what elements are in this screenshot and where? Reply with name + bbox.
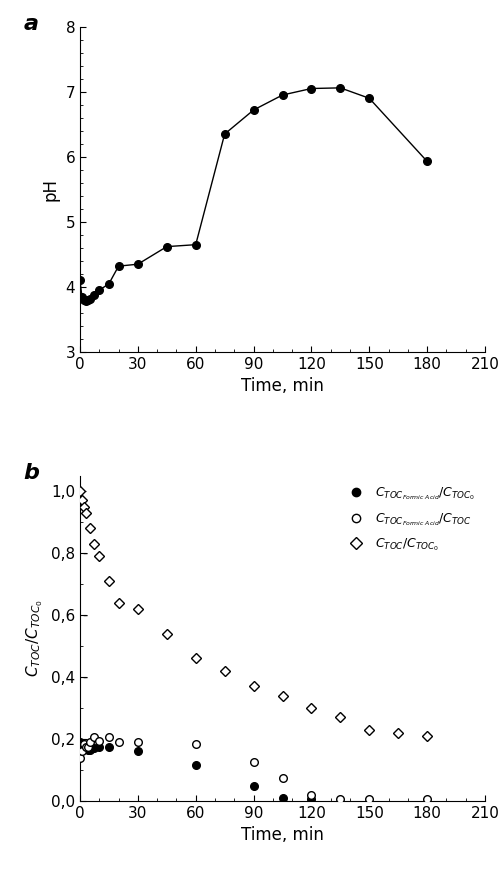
Legend: $C_{TOC_{Formic\ Acid}}/C_{TOC_0}$, $C_{TOC_{Formic\ Acid}}/C_{TOC}$, $C_{TOC}/C: $C_{TOC_{Formic\ Acid}}/C_{TOC_0}$, $C_{… (340, 481, 479, 556)
Text: -: - (78, 669, 88, 684)
Text: -: - (78, 608, 88, 623)
Text: a: a (24, 13, 38, 34)
Text: b: b (24, 463, 39, 482)
Text: -: - (78, 732, 88, 747)
Y-axis label: $C_{TOC}/C_{TOC_0}$: $C_{TOC}/C_{TOC_0}$ (24, 599, 46, 677)
X-axis label: Time, min: Time, min (241, 377, 324, 395)
Text: -: - (78, 546, 88, 561)
Y-axis label: pH: pH (42, 178, 60, 201)
X-axis label: Time, min: Time, min (241, 827, 324, 845)
